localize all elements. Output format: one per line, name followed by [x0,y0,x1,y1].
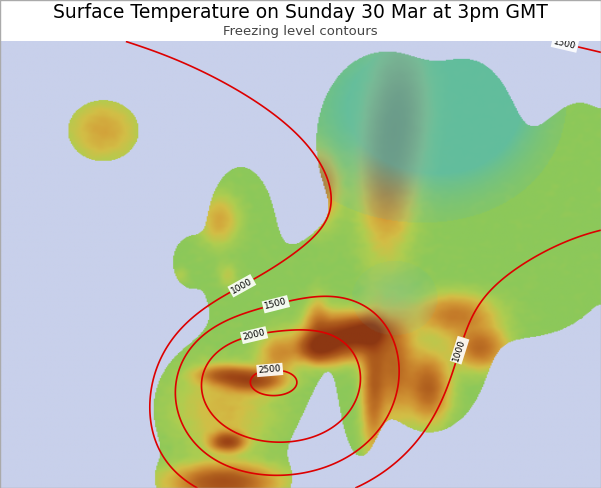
Text: 2500: 2500 [258,365,281,375]
Text: Surface Temperature on Sunday 30 Mar at 3pm GMT: Surface Temperature on Sunday 30 Mar at … [53,3,548,22]
Text: Freezing level contours: Freezing level contours [223,24,378,38]
Text: 1000: 1000 [230,276,254,295]
Text: 1500: 1500 [553,37,577,51]
Text: 1000: 1000 [452,338,468,363]
Text: 1500: 1500 [264,297,288,311]
Text: 2000: 2000 [242,328,266,342]
